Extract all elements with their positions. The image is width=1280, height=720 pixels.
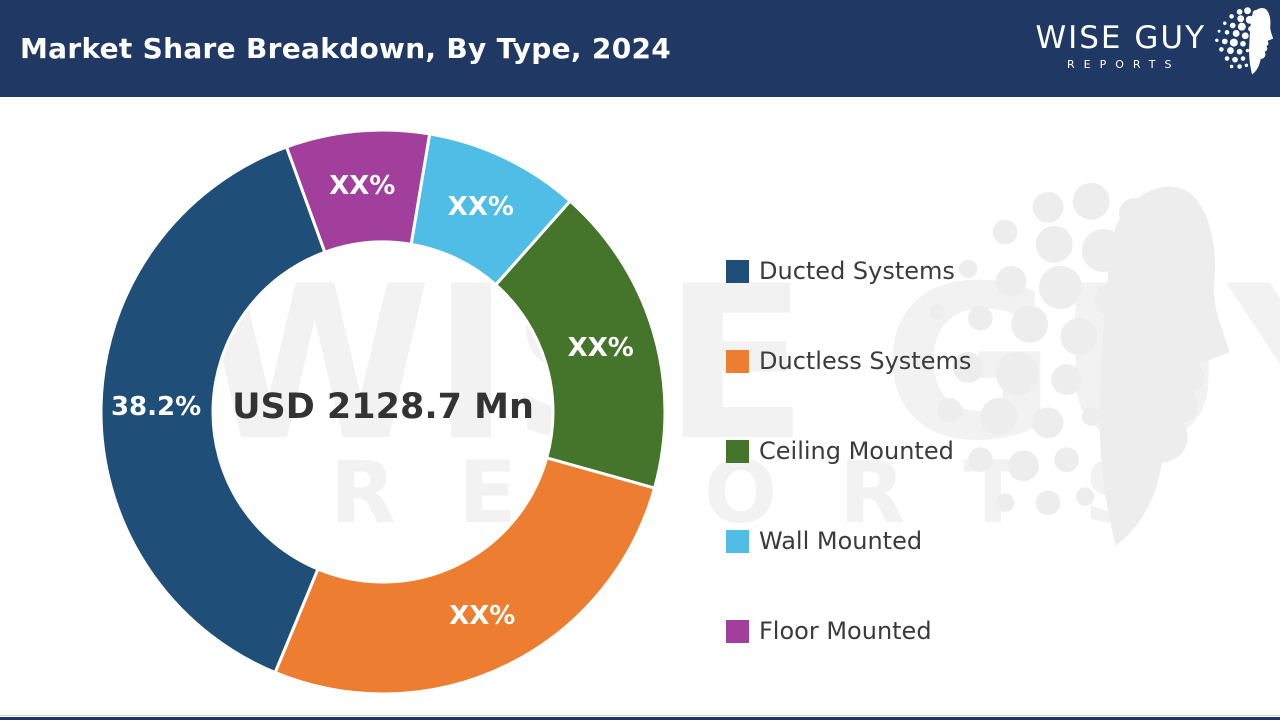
legend-label: Ductless Systems (759, 347, 972, 375)
legend-item-ducted-systems: Ducted Systems (726, 254, 971, 288)
legend-item-ceiling-mounted: Ceiling Mounted (726, 434, 971, 468)
segment-label-ceiling-mounted: XX% (568, 333, 634, 363)
donut-segment-ducted-systems (99, 145, 327, 675)
legend-item-floor-mounted: Floor Mounted (726, 614, 971, 648)
legend-label: Ceiling Mounted (759, 437, 954, 465)
donut-segment-floor-mounted (285, 128, 432, 254)
wise-guy-logo: WISE GUY REPORTS (1035, 4, 1276, 88)
logo-line1: WISE GUY (1035, 20, 1206, 57)
logo-text: WISE GUY REPORTS (1035, 21, 1206, 70)
legend-label: Floor Mounted (759, 617, 932, 645)
footer-bar (0, 717, 1280, 720)
legend-label: Wall Mounted (759, 527, 923, 555)
donut-segment-ductless-systems (273, 456, 657, 696)
legend-swatch-floor-mounted (726, 619, 749, 643)
logo-face-icon (1202, 4, 1276, 88)
page-title: Market Share Breakdown, By Type, 2024 (20, 32, 672, 65)
logo-line2: REPORTS (1067, 57, 1181, 71)
segment-label-floor-mounted: XX% (329, 171, 395, 201)
segment-label-ductless-systems: XX% (449, 601, 515, 631)
segment-label-wall-mounted: XX% (448, 192, 514, 222)
donut-center-label: USD 2128.7 Mn (232, 387, 534, 427)
legend-swatch-wall-mounted (726, 529, 749, 553)
legend-item-ductless-systems: Ductless Systems (726, 344, 971, 378)
legend-item-wall-mounted: Wall Mounted (726, 524, 971, 558)
header-bar: Market Share Breakdown, By Type, 2024 WI… (0, 0, 1280, 97)
footer-divider (0, 715, 1280, 716)
donut-segments (99, 128, 667, 696)
legend-label: Ducted Systems (759, 257, 955, 285)
segment-label-ducted-systems: 38.2% (111, 392, 201, 422)
donut-segment-labels: 38.2% XX% XX% XX% XX% (111, 171, 634, 631)
legend: Ducted Systems Ductless Systems Ceiling Mo… (726, 254, 971, 704)
donut-segment-ceiling-mounted (494, 199, 667, 490)
legend-swatch-ductless-systems (726, 349, 749, 373)
legend-swatch-ceiling-mounted (726, 439, 749, 463)
legend-swatch-ducted-systems (726, 259, 749, 283)
